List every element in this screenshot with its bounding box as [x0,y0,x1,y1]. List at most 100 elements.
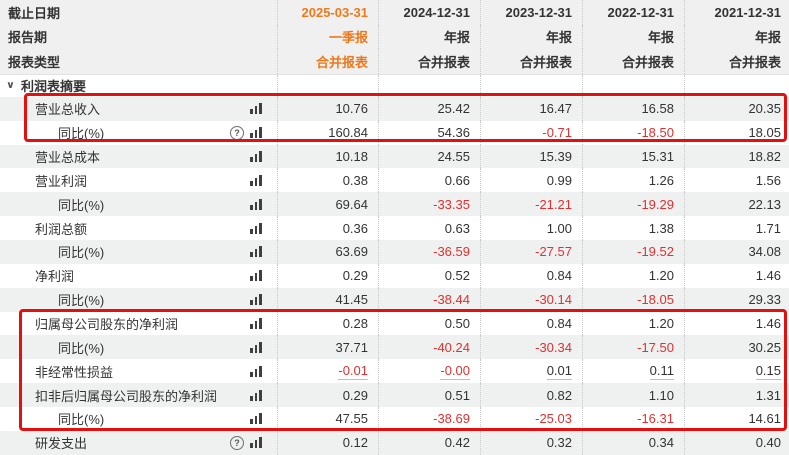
value-text[interactable]: -0.00 [440,362,470,380]
bar [254,273,258,282]
table-row: 营业总收入 10.76 25.42 16.47 16.58 20.35 [0,96,789,121]
value-cell: -33.35 [378,192,480,217]
value-text: 1.46 [755,268,781,284]
bar [250,204,253,210]
value-text: 0.51 [444,387,470,403]
help-cell [228,264,246,288]
value-text: 54.36 [437,125,470,141]
value-text[interactable]: 0.01 [546,362,572,380]
header-row-报表类型: 报表类型 合并报表 合并报表 合并报表 合并报表 合并报表 [0,49,789,74]
header-row-报告期: 报告期 一季报 年报 年报 年报 年报 [0,24,789,50]
bar [254,225,258,234]
help-cell [228,335,246,359]
bar-chart-icon[interactable] [250,174,262,186]
bar-chart-icon[interactable] [250,413,262,425]
value-cell: 15.31 [582,144,684,169]
bar-chart-icon[interactable] [250,222,262,234]
bar [250,323,253,329]
row-label: 净利润 [35,269,75,285]
bar [259,389,262,401]
bar-chart-icon[interactable] [250,198,262,210]
bar-chart-icon[interactable] [250,246,262,258]
bar-chart-icon[interactable] [250,437,262,449]
bar-chart-icon[interactable] [250,294,262,306]
table-row: 同比(%)? 160.84 54.36 -0.71 -18.50 18.05 [0,120,789,145]
bar-chart-icon[interactable] [250,150,262,162]
bar-chart-icon[interactable] [250,317,262,329]
row-label: 同比(%) [58,412,105,428]
value-text: -36.59 [433,244,470,260]
chart-cell [246,97,266,121]
section-income-statement-summary[interactable]: ∨ 利润表摘要 [0,74,789,97]
header-row-label: 报表类型 [8,54,61,70]
bar [250,180,253,186]
chart-cell [246,383,266,407]
value-text: 1.10 [648,387,674,403]
value-text[interactable]: 0.15 [755,362,781,380]
section-title: 利润表摘要 [20,79,86,95]
help-icon[interactable]: ? [230,435,244,450]
value-text: 0.50 [444,315,470,331]
bar-chart-icon[interactable] [250,341,262,353]
value-cell: 0.11 [582,359,684,384]
value-text: 69.64 [335,196,368,212]
value-text: 0.40 [755,435,781,451]
value-cell: 10.18 [277,144,378,169]
header-value: 2024-12-31 [378,0,480,25]
value-text[interactable]: 0.11 [649,362,674,380]
row-label: 同比(%) [58,126,105,142]
help-cell [228,288,246,312]
value-text: 1.38 [648,220,674,236]
value-text: 0.29 [342,268,368,284]
value-cell: 0.38 [277,168,378,193]
value-text: 0.99 [546,172,572,188]
value-text: 10.76 [335,101,368,117]
value-text: 0.28 [342,315,368,331]
value-cell: 29.33 [684,287,789,312]
bar [254,153,258,162]
value-cell: 22.13 [684,192,789,217]
bar-chart-icon[interactable] [250,270,262,282]
value-cell: -19.52 [582,239,684,264]
bar [254,392,258,401]
value-text: -40.24 [433,339,470,355]
bar-chart-icon[interactable] [250,365,262,377]
value-text: 1.26 [648,172,674,188]
header-value: 2021-12-31 [684,0,789,25]
bar [259,413,262,425]
value-cell: -27.57 [480,239,582,264]
table-row: 营业利润 0.38 0.66 0.99 1.26 1.56 [0,168,789,193]
value-cell: 15.39 [480,144,582,169]
empty-cell [684,74,789,97]
value-cell: -18.50 [582,120,684,145]
header-value: 年报 [378,24,480,50]
value-cell: 1.31 [684,383,789,407]
bar-chart-icon[interactable] [250,127,262,139]
bar [250,347,253,353]
bar [254,320,258,329]
value-text: -33.35 [433,196,470,212]
value-text: 1.71 [755,220,781,236]
bar-chart-icon[interactable] [250,103,262,115]
value-cell: 41.45 [277,287,378,312]
bar [259,103,262,115]
bar-chart-icon[interactable] [250,389,262,401]
value-text: -25.03 [535,411,572,427]
chart-cell [246,168,266,192]
value-cell: 18.82 [684,144,789,169]
help-icon[interactable]: ? [230,125,244,140]
value-text[interactable]: -0.01 [338,362,368,380]
bar [250,443,253,449]
row-label: 研发支出 [35,436,88,452]
bar [254,344,258,353]
bar [259,246,262,258]
value-cell: 0.84 [480,263,582,288]
value-cell: -17.50 [582,335,684,360]
value-cell: -0.71 [480,120,582,145]
value-text: 16.47 [539,101,572,117]
value-text: -30.14 [535,292,572,308]
row-label: 同比(%) [58,340,105,356]
value-cell: 14.61 [684,406,789,431]
value-cell: 0.12 [277,430,378,455]
